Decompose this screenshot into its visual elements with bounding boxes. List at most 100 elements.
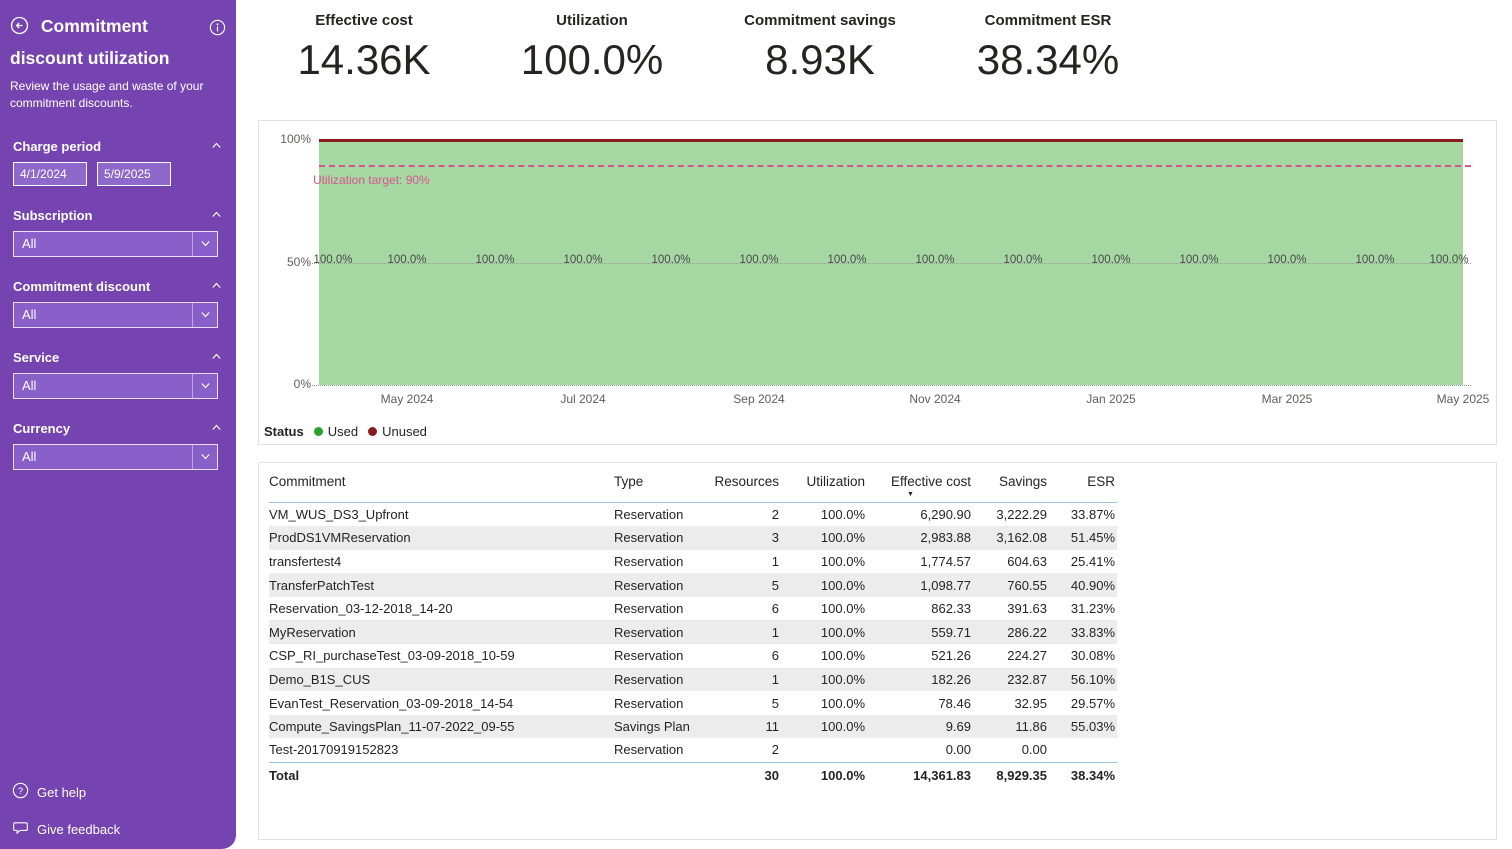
legend-dot [368, 427, 378, 436]
data-label: 100.0% [1355, 254, 1395, 266]
kpi-value: 38.34% [976, 36, 1120, 83]
table-row[interactable]: TransferPatchTest Reservation 5 100.0% 1,098… [269, 573, 1117, 597]
kpi-card-utilization[interactable]: Utilization 100.0% [478, 4, 706, 84]
kpi-value: 8.93K [765, 36, 875, 83]
data-label: 100.0% [651, 254, 691, 266]
column-header-type[interactable]: Type [611, 471, 711, 503]
service-dropdown[interactable]: All [13, 372, 218, 399]
kpi-card-effective-cost[interactable]: Effective cost 14.36K [250, 4, 478, 84]
table-row[interactable]: Test-20170919152823 Reservation 2 0.00 0.00 [269, 738, 1117, 762]
cell: Reservation [614, 577, 684, 593]
chevron-down-icon [192, 231, 217, 256]
info-icon[interactable] [209, 16, 226, 45]
table-row[interactable]: transfertest4 Reservation 1 100.0% 1,774.57 6… [269, 550, 1117, 574]
column-header-utilization[interactable]: Utilization [781, 471, 867, 503]
column-header-commitment[interactable]: Commitment [269, 471, 611, 503]
kpi-row: Effective cost 14.36K Utilization 100.0% Com… [250, 4, 1162, 84]
get-help-link[interactable]: ? Get help [12, 782, 120, 802]
cell: 100.0% [820, 601, 865, 617]
legend-item-used[interactable]: Used [313, 424, 359, 439]
cell: 862.33 [931, 601, 971, 617]
data-label: 100.0% [1003, 254, 1043, 266]
cell: 391.63 [1007, 601, 1047, 617]
subscription-dropdown[interactable]: All [13, 230, 218, 257]
target-label: Utilization target: 90% [313, 173, 430, 187]
x-axis-label: Jan 2025 [1086, 392, 1136, 406]
cell: 6,290.90 [920, 507, 971, 523]
cell [781, 738, 867, 762]
table-total-row: Total 30 100.0% 14,361.83 8,929.35 38.34% [269, 761, 1117, 789]
cell: EvanTest_Reservation_03-09-2018_14-54 [269, 695, 514, 711]
total-cell: 38.34% [1049, 761, 1117, 789]
data-label: 100.0% [1267, 254, 1307, 266]
cell: 6 [771, 648, 779, 664]
cell: 224.27 [1007, 648, 1047, 664]
cell: 33.83% [1070, 624, 1115, 640]
sort-desc-icon: ▼ [906, 491, 914, 498]
x-axis-label: May 2024 [380, 392, 434, 406]
collapse-chevron-icon [210, 208, 223, 224]
table-row[interactable]: Compute_SavingsPlan_11-07-2022_09-55 Savi… [269, 714, 1117, 739]
table-row[interactable]: EvanTest_Reservation_03-09-2018_14-54 Res… [269, 691, 1117, 715]
table-row[interactable]: Reservation_03-12-2018_14-20 Reservation 6… [269, 597, 1117, 621]
cell: 5 [771, 695, 779, 711]
commitment-discount-dropdown[interactable]: All [13, 301, 218, 328]
cell: Savings Plan [614, 719, 690, 735]
data-label: 100.0% [313, 254, 353, 266]
page-title: Commitment discount utilization [10, 12, 226, 73]
dropdown-value: All [22, 236, 37, 252]
filter-service: Service All [0, 350, 236, 399]
column-header-effective-cost[interactable]: Effective cost ▼ [867, 471, 973, 503]
page-title-text: Commitment discount utilization [10, 16, 170, 68]
cell: 55.03% [1070, 719, 1115, 735]
table-row[interactable]: MyReservation Reservation 1 100.0% 559.71 286… [269, 620, 1117, 645]
cell: Reservation [614, 742, 684, 758]
kpi-card-commitment-esr[interactable]: Commitment ESR 38.34% [934, 4, 1162, 84]
utilization-area-chart[interactable]: Utilization target: 90% 100.0% 100.0% 100.… [307, 139, 1471, 386]
column-header-esr[interactable]: ESR [1049, 471, 1117, 503]
kpi-value: 14.36K [297, 36, 431, 83]
kpi-value: 100.0% [520, 36, 664, 83]
collapse-chevron-icon [210, 421, 223, 437]
filter-header-service[interactable]: Service [13, 350, 223, 366]
filter-label: Currency [13, 421, 71, 437]
dropdown-value: All [22, 307, 37, 323]
legend-label: Used [327, 424, 359, 439]
back-button[interactable] [10, 15, 29, 44]
total-cell: 14,361.83 [867, 761, 973, 789]
cell: 1 [771, 553, 779, 569]
cell: 3 [771, 530, 779, 546]
target-line [319, 164, 1471, 167]
cell: 100.0% [820, 530, 865, 546]
cell: 56.10% [1070, 671, 1115, 687]
table-row[interactable]: VM_WUS_DS3_Upfront Reservation 2 100.0% 6,29… [269, 503, 1117, 527]
date-to-input[interactable] [97, 161, 171, 186]
cell: 100.0% [820, 553, 865, 569]
column-header-savings[interactable]: Savings [973, 471, 1049, 503]
cell: 2 [771, 742, 779, 758]
table-row[interactable]: ProdDS1VMReservation Reservation 3 100.0% 2,… [269, 526, 1117, 550]
commitments-table: Commitment Type Resources Utilization Effect… [269, 471, 1117, 789]
cell: 30.08% [1070, 648, 1115, 664]
data-label: 100.0% [1091, 254, 1131, 266]
filter-header-currency[interactable]: Currency [13, 421, 223, 437]
table-row[interactable]: Demo_B1S_CUS Reservation 1 100.0% 182.26 232.… [269, 667, 1117, 692]
kpi-card-commitment-savings[interactable]: Commitment savings 8.93K [706, 4, 934, 84]
column-header-resources[interactable]: Resources [711, 471, 781, 503]
total-cell: Total [269, 761, 611, 789]
cell: 760.55 [1007, 577, 1047, 593]
cell: 78.46 [938, 695, 971, 711]
charge-period-header[interactable]: Charge period [13, 139, 223, 155]
filter-header-commitment-discount[interactable]: Commitment discount [13, 279, 223, 295]
cell: 3,222.29 [996, 507, 1047, 523]
filter-list: Subscription All Commitment discount All Ser… [0, 208, 236, 470]
cell: 1 [771, 671, 779, 687]
give-feedback-link[interactable]: Give feedback [12, 819, 120, 839]
currency-dropdown[interactable]: All [13, 443, 218, 470]
date-from-input[interactable] [13, 161, 87, 186]
filter-header-subscription[interactable]: Subscription [13, 208, 223, 224]
collapse-chevron-icon [210, 139, 223, 155]
table-row[interactable]: CSP_RI_purchaseTest_03-09-2018_10-59 Rese… [269, 644, 1117, 668]
cell: 0.00 [945, 742, 971, 758]
legend-item-unused[interactable]: Unused [368, 424, 427, 439]
